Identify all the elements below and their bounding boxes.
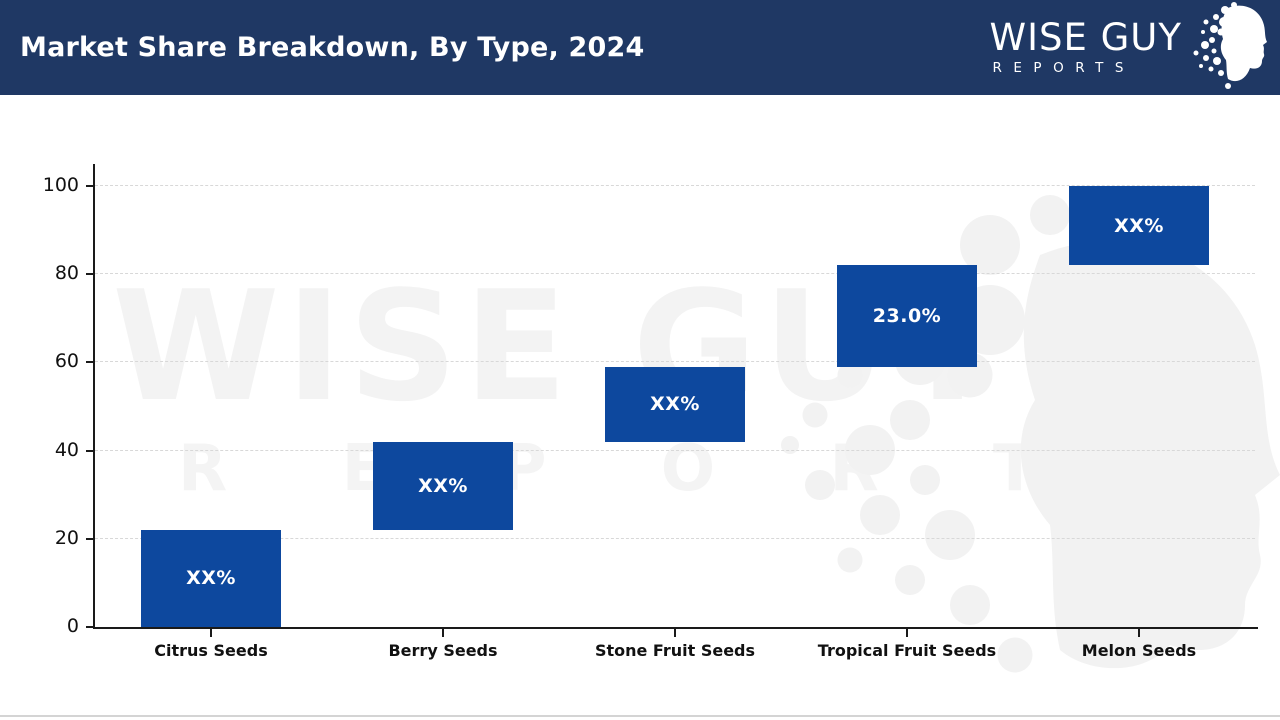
header-bar: Market Share Breakdown, By Type, 2024 WI… [0,0,1280,95]
y-tick-20 [86,537,94,540]
gridline-100 [95,185,1255,186]
bar-value-label: XX% [186,567,236,590]
y-tick-label-80: 80 [54,262,79,285]
x-tick-3 [674,629,676,637]
y-tick-0 [86,626,94,628]
x-tick-5 [1138,629,1140,637]
page-title: Market Share Breakdown, By Type, 2024 [20,32,645,63]
x-category-label: Stone Fruit Seeds [594,641,756,660]
y-tick-label-0: 0 [66,615,79,637]
bar-citrus-seeds: XX% [141,529,281,627]
bar-value-label: XX% [418,474,468,497]
x-category-label: Tropical Fruit Seeds [817,641,997,660]
bar-value-label: 23.0% [872,305,942,328]
logo-text: WISE GUY REPORTS [990,19,1182,76]
y-tick-60 [86,361,94,364]
bar-value-label: XX% [650,393,700,416]
y-tick-80 [86,273,94,276]
gridline-40 [95,449,1255,451]
y-tick-40 [86,449,94,452]
y-tick-100 [86,185,94,187]
gridline-20 [95,537,1255,539]
bar-stone-fruit-seeds: XX% [605,366,745,442]
gridline-80 [95,273,1255,275]
y-tick-label-60: 60 [54,350,79,373]
wise-guy-reports-logo: WISE GUY REPORTS [990,0,1280,97]
y-tick-label-100: 100 [42,174,79,196]
x-category-label: Citrus Seeds [154,641,268,660]
footer-divider [0,715,1280,717]
logo-head-icon [1176,0,1272,97]
y-axis-line [93,164,95,629]
logo-wordmark: WISE GUY [989,16,1182,59]
y-tick-label-40: 40 [54,438,79,461]
bar-berry-seeds: XX% [373,441,513,530]
x-tick-2 [442,629,444,637]
bar-melon-seeds: XX% [1069,186,1209,266]
logo-subtitle: REPORTS [992,60,1135,76]
x-category-label: Berry Seeds [388,641,498,660]
x-tick-1 [210,629,212,637]
x-category-label: Melon Seeds [1081,641,1197,660]
bar-tropical-fruit-seeds: 23.0% [837,265,977,367]
gridline-60 [95,361,1255,363]
bar-value-label: XX% [1114,214,1164,237]
x-tick-4 [906,629,908,637]
x-axis-line [93,627,1258,629]
y-tick-label-20: 20 [54,526,79,549]
